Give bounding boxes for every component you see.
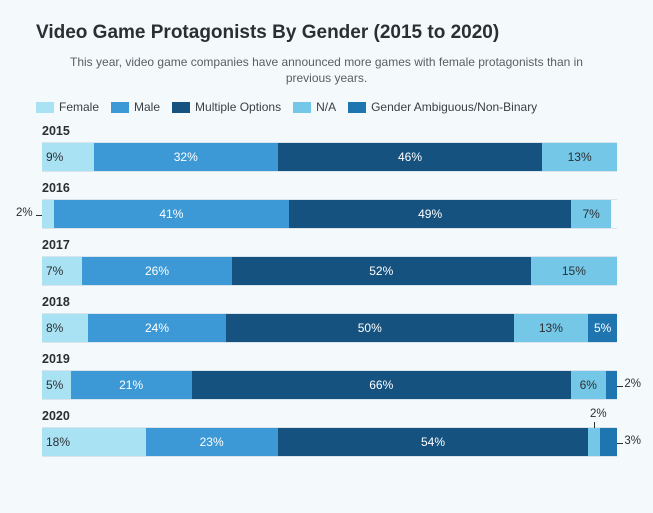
bar-segment-female: 8% bbox=[42, 314, 88, 342]
external-label-na: 2% bbox=[590, 408, 607, 420]
bar-segment-multiple: 49% bbox=[289, 200, 571, 228]
bar-segment-na: 13% bbox=[514, 314, 589, 342]
year-row-2017: 2017 7%26%52%15% bbox=[42, 238, 617, 286]
bar-segment-na: 6% bbox=[571, 371, 606, 399]
bar-segment-female: 5% bbox=[42, 371, 71, 399]
legend-swatch bbox=[36, 102, 54, 113]
external-label-ambiguous: 3% bbox=[624, 435, 641, 447]
legend-item-male: Male bbox=[111, 100, 160, 114]
leader-line bbox=[36, 215, 42, 216]
bar-segment-multiple: 66% bbox=[192, 371, 572, 399]
legend-label: Male bbox=[134, 100, 160, 114]
stacked-bar: 5%21%66%6% bbox=[42, 370, 617, 400]
bar-segment-na: 13% bbox=[542, 143, 617, 171]
year-row-2019: 20195%21%66%6%2% bbox=[42, 352, 617, 400]
legend-item-female: Female bbox=[36, 100, 99, 114]
bar-segment-male: 24% bbox=[88, 314, 226, 342]
year-row-2020: 202018%23%54%2%3% bbox=[42, 409, 617, 457]
chart-legend: Female Male Multiple Options N/A Gender Ambi… bbox=[36, 100, 617, 114]
bar-segment-na: 7% bbox=[571, 200, 611, 228]
year-row-2018: 2018 8%24%50%13%5% bbox=[42, 295, 617, 343]
year-row-2015: 2015 9%32%46%13% bbox=[42, 124, 617, 172]
external-label-female: 2% bbox=[16, 207, 33, 219]
stacked-bar: 8%24%50%13%5% bbox=[42, 313, 617, 343]
bar-segment-female: 9% bbox=[42, 143, 94, 171]
external-label-ambiguous: 2% bbox=[624, 378, 641, 390]
bar-segment-ambiguous bbox=[606, 371, 618, 399]
bar-segment-multiple: 50% bbox=[226, 314, 514, 342]
bar-segment-male: 32% bbox=[94, 143, 278, 171]
leader-line bbox=[617, 386, 623, 387]
bar-segment-na bbox=[588, 428, 600, 456]
bar-segment-ambiguous bbox=[600, 428, 617, 456]
leader-line bbox=[594, 422, 595, 428]
legend-swatch bbox=[172, 102, 190, 113]
stacked-bar: 18%23%54% bbox=[42, 427, 617, 457]
year-label: 2020 bbox=[42, 409, 617, 423]
bar-segment-male: 21% bbox=[71, 371, 192, 399]
bar-segment-multiple: 46% bbox=[278, 143, 543, 171]
year-label: 2019 bbox=[42, 352, 617, 366]
legend-item-ambiguous: Gender Ambiguous/Non-Binary bbox=[348, 100, 537, 114]
legend-swatch bbox=[348, 102, 366, 113]
bar-segment-female: 18% bbox=[42, 428, 146, 456]
bar-segment-male: 26% bbox=[82, 257, 232, 285]
bar-segment-ambiguous: 5% bbox=[588, 314, 617, 342]
legend-label: Multiple Options bbox=[195, 100, 281, 114]
year-label: 2017 bbox=[42, 238, 617, 252]
legend-label: N/A bbox=[316, 100, 336, 114]
legend-label: Female bbox=[59, 100, 99, 114]
leader-line bbox=[617, 443, 623, 444]
bar-segment-female: 7% bbox=[42, 257, 82, 285]
legend-label: Gender Ambiguous/Non-Binary bbox=[371, 100, 537, 114]
legend-swatch bbox=[111, 102, 129, 113]
year-row-2016: 201641%49%7%2% bbox=[42, 181, 617, 229]
stacked-bar: 7%26%52%15% bbox=[42, 256, 617, 286]
chart-subtitle: This year, video game companies have ann… bbox=[67, 54, 587, 86]
bar-segment-multiple: 52% bbox=[232, 257, 531, 285]
year-label: 2018 bbox=[42, 295, 617, 309]
legend-item-multiple: Multiple Options bbox=[172, 100, 281, 114]
chart-rows: 20159%32%46%13%201641%49%7%2%20177%26%52… bbox=[36, 124, 617, 457]
bar-segment-na: 15% bbox=[531, 257, 617, 285]
bar-segment-multiple: 54% bbox=[278, 428, 589, 456]
stacked-bar: 9%32%46%13% bbox=[42, 142, 617, 172]
bar-segment-female bbox=[42, 200, 54, 228]
legend-swatch bbox=[293, 102, 311, 113]
year-label: 2015 bbox=[42, 124, 617, 138]
bar-segment-male: 23% bbox=[146, 428, 278, 456]
bar-segment-male: 41% bbox=[54, 200, 290, 228]
stacked-bar: 41%49%7% bbox=[42, 199, 617, 229]
chart-title: Video Game Protagonists By Gender (2015 … bbox=[36, 22, 617, 44]
legend-item-na: N/A bbox=[293, 100, 336, 114]
year-label: 2016 bbox=[42, 181, 617, 195]
chart-container: Video Game Protagonists By Gender (2015 … bbox=[0, 0, 653, 513]
